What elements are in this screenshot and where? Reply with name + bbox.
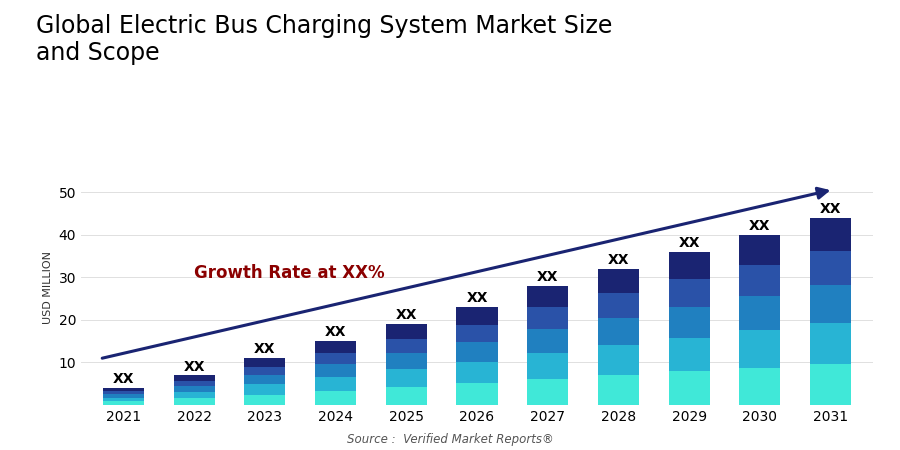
Bar: [456, 383, 498, 405]
Bar: [245, 358, 285, 367]
Bar: [103, 391, 144, 394]
Bar: [527, 286, 568, 307]
Bar: [386, 369, 427, 387]
Text: XX: XX: [820, 202, 842, 216]
Bar: [103, 401, 144, 405]
Bar: [456, 325, 498, 342]
Bar: [386, 339, 427, 353]
Bar: [174, 392, 215, 398]
Bar: [669, 279, 709, 307]
Text: Global Electric Bus Charging System Market Size
and Scope: Global Electric Bus Charging System Mark…: [36, 14, 612, 65]
Bar: [527, 329, 568, 353]
Text: XX: XX: [395, 308, 417, 323]
Bar: [527, 353, 568, 379]
Bar: [740, 266, 780, 296]
Text: XX: XX: [184, 360, 205, 374]
Bar: [527, 307, 568, 329]
Bar: [174, 398, 215, 405]
Bar: [598, 269, 639, 293]
Text: XX: XX: [466, 292, 488, 306]
Bar: [386, 387, 427, 405]
Text: XX: XX: [325, 325, 346, 339]
Bar: [527, 379, 568, 405]
Bar: [456, 307, 498, 325]
Text: XX: XX: [679, 236, 700, 250]
Bar: [598, 375, 639, 405]
Bar: [456, 362, 498, 383]
Bar: [315, 391, 356, 405]
Bar: [740, 235, 780, 266]
Bar: [810, 252, 851, 285]
Bar: [103, 397, 144, 401]
Bar: [669, 371, 709, 405]
Y-axis label: USD MILLION: USD MILLION: [43, 252, 53, 324]
Bar: [103, 394, 144, 397]
Bar: [386, 324, 427, 339]
Bar: [315, 364, 356, 377]
Text: XX: XX: [254, 342, 275, 356]
Bar: [245, 395, 285, 405]
Bar: [669, 307, 709, 338]
Text: XX: XX: [112, 372, 134, 386]
Bar: [315, 377, 356, 391]
Bar: [810, 218, 851, 252]
Text: Growth Rate at XX%: Growth Rate at XX%: [194, 264, 385, 282]
Text: XX: XX: [537, 270, 559, 284]
Bar: [810, 285, 851, 323]
Bar: [810, 364, 851, 405]
Bar: [245, 384, 285, 395]
Bar: [174, 375, 215, 381]
Bar: [245, 375, 285, 384]
Bar: [598, 345, 639, 375]
Text: Source :  Verified Market Reports®: Source : Verified Market Reports®: [346, 432, 554, 446]
Bar: [103, 388, 144, 391]
Bar: [669, 252, 709, 279]
Bar: [386, 353, 427, 369]
Text: XX: XX: [749, 219, 770, 233]
Text: XX: XX: [608, 253, 629, 267]
Bar: [598, 318, 639, 345]
Bar: [456, 342, 498, 362]
Bar: [810, 323, 851, 364]
Bar: [598, 293, 639, 318]
Bar: [315, 341, 356, 353]
Bar: [740, 296, 780, 330]
Bar: [740, 330, 780, 368]
Bar: [315, 353, 356, 364]
Bar: [740, 368, 780, 405]
Bar: [245, 367, 285, 375]
Bar: [174, 381, 215, 386]
Bar: [669, 338, 709, 371]
Bar: [174, 386, 215, 392]
